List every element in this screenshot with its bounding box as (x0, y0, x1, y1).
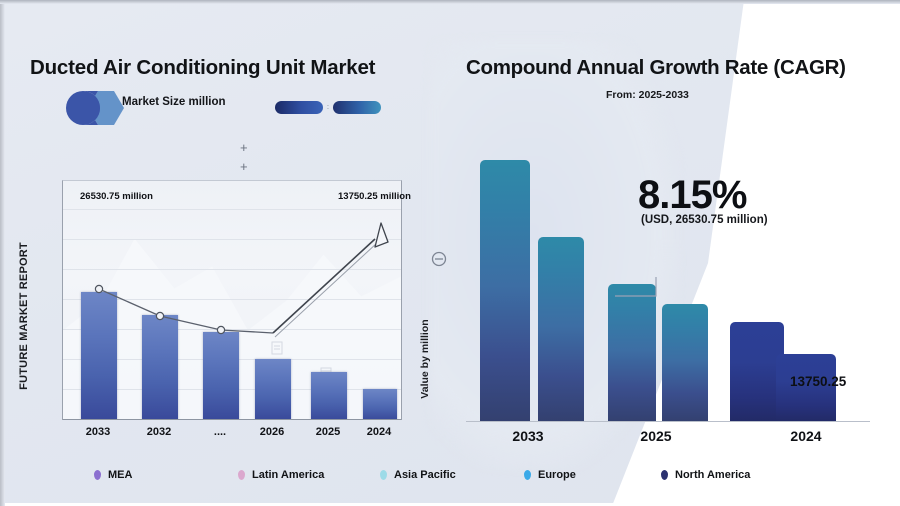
cagr-subtitle: From: 2025-2033 (606, 89, 689, 101)
cagr-title: Compound Annual Growth Rate (CAGR) (466, 56, 846, 79)
cagr-baseline (466, 420, 870, 422)
region-legend: MEA Latin America Asia Pacific Europe No… (6, 458, 886, 492)
x-label-2026: 2026 (259, 426, 285, 438)
x-label-right-2033: 2033 (512, 428, 544, 444)
x-label-2025: 2025 (315, 426, 341, 438)
legend-chip-group[interactable]: : (275, 101, 381, 114)
x-label-right-2025: 2025 (640, 428, 672, 444)
plus-icon-2[interactable]: + (240, 159, 248, 174)
legend-label-asia-pacific: Asia Pacific (394, 469, 456, 481)
trend-overlay (94, 222, 389, 338)
value-tag-max: 26530.75 million (80, 191, 153, 202)
market-size-chart (62, 180, 402, 420)
document-icon (271, 341, 283, 355)
legend-label-mea: MEA (108, 469, 133, 481)
legend-chip-separator: : (327, 104, 329, 111)
connector-line (615, 277, 657, 297)
cagr-value: 8.15% (638, 173, 747, 217)
bar-2024[interactable] (363, 389, 397, 420)
cagr-note: (USD, 26530.75 million) (641, 214, 768, 226)
legend-chip-primary[interactable] (275, 101, 323, 114)
market-size-caption: Market Size million (122, 96, 226, 108)
legend-item-latin-america[interactable]: Latin America (238, 469, 324, 481)
bar-2024-primary[interactable] (730, 322, 784, 422)
value-tag-min: 13750.25 million (338, 191, 411, 202)
bar-2024-secondary[interactable] (776, 354, 836, 422)
y-axis-label-future-market-report: FUTURE MARKET REPORT (18, 242, 30, 390)
x-label-2033: 2033 (85, 426, 111, 438)
bar-2025-primary[interactable] (608, 284, 656, 422)
x-axis-baseline (63, 418, 401, 420)
x-label-2032: 2032 (146, 426, 172, 438)
x-axis-labels-left: 2033 2032 .... 2026 2025 2024 (62, 426, 402, 444)
legend-label-europe: Europe (538, 469, 576, 481)
bar-2033[interactable] (81, 292, 117, 420)
bar-dots[interactable] (203, 332, 239, 420)
legend-chip-secondary[interactable] (332, 101, 381, 114)
panel-left-edge (0, 0, 5, 506)
bar-data-label-2024: 13750.25 (790, 374, 847, 389)
legend-dot-north-america (661, 470, 668, 480)
growth-arrow (272, 222, 389, 338)
cagr-chart (466, 150, 870, 422)
legend-label-latin-america: Latin America (252, 469, 325, 481)
legend-item-mea[interactable]: MEA (94, 469, 132, 481)
bar-2033-primary[interactable] (480, 160, 530, 422)
x-axis-labels-right: 2033 2025 2024 (466, 428, 870, 448)
legend-dot-asia-pacific (380, 470, 387, 480)
bar-2025[interactable] (311, 372, 347, 420)
legend-dot-europe (524, 470, 531, 480)
legend-item-asia-pacific[interactable]: Asia Pacific (380, 469, 456, 481)
circle-minus-icon[interactable] (430, 250, 448, 268)
bar-2032[interactable] (142, 315, 178, 420)
x-label-right-2024: 2024 (790, 428, 822, 444)
legend-label-north-america: North America (675, 469, 751, 481)
bar-2026[interactable] (255, 359, 291, 420)
x-label-2024: 2024 (366, 426, 392, 438)
legend-dot-latin-america (238, 470, 245, 480)
legend-dot-mea (94, 470, 101, 480)
panel-top-edge (0, 0, 900, 4)
y-axis-label-value-by-million: Value by million (419, 319, 431, 399)
bar-2025-secondary[interactable] (662, 304, 708, 422)
hexagon-circle-logo (62, 89, 128, 127)
x-label-dots: .... (213, 426, 227, 438)
bar-2033-secondary[interactable] (538, 237, 584, 422)
legend-item-europe[interactable]: Europe (524, 469, 576, 481)
plus-icon-1[interactable]: + (240, 140, 248, 155)
page-title: Ducted Air Conditioning Unit Market (30, 56, 376, 79)
bar-group (63, 181, 401, 420)
legend-item-north-america[interactable]: North America (661, 469, 750, 481)
